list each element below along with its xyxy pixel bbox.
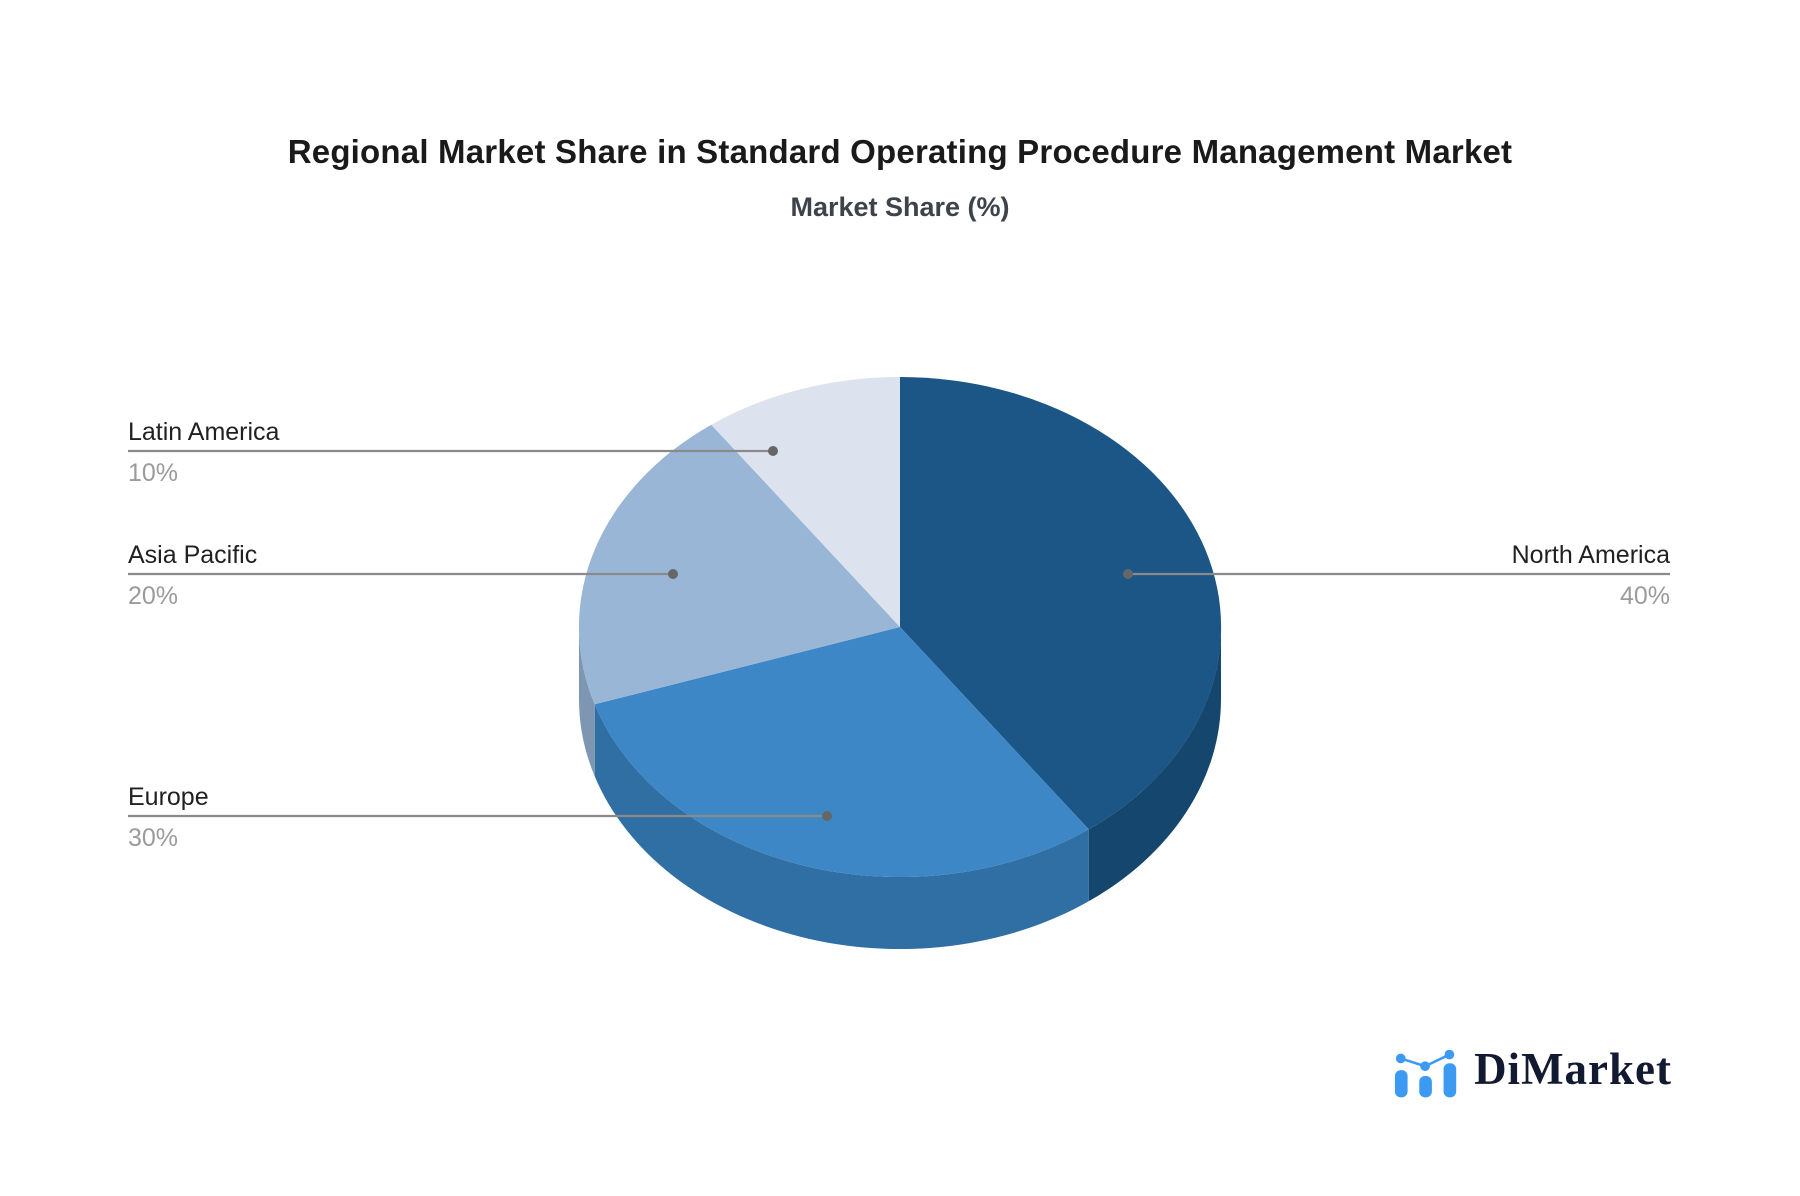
- chart-subtitle: Market Share (%): [790, 192, 1010, 222]
- slice-value: 10%: [128, 459, 179, 487]
- pie-side-europe: [594, 704, 1089, 950]
- slice-label: Europe: [128, 783, 209, 811]
- slice-value: 20%: [128, 582, 179, 610]
- pie-slice-north-america[interactable]: [900, 376, 1222, 830]
- pie-side-north-america: [1088, 627, 1221, 902]
- dimarket-logo: DiMarket: [1393, 1044, 1672, 1098]
- chart-title: Regional Market Share in Standard Operat…: [287, 133, 1513, 170]
- leader-dot-europe: [822, 811, 832, 821]
- slice-value: 30%: [128, 824, 179, 852]
- pie-slice-asia-pacific[interactable]: [578, 424, 900, 705]
- slice-label: Latin America: [128, 418, 280, 446]
- callout-asia-pacific: Asia Pacific 20%: [128, 541, 257, 610]
- pie-side-asia-pacific: [579, 627, 595, 777]
- callout-europe: Europe 30%: [128, 783, 209, 852]
- leader-dot-asia-pacific: [668, 569, 678, 579]
- logo-text: DiMarket: [1474, 1044, 1672, 1094]
- bar-line-chart-icon: [1395, 1050, 1457, 1098]
- slice-label: Asia Pacific: [128, 541, 258, 569]
- slice-value: 40%: [1619, 582, 1670, 610]
- slice-label: North America: [1511, 541, 1670, 569]
- pie-slice-latin-america[interactable]: [711, 377, 900, 627]
- pie-slice-europe[interactable]: [594, 627, 1089, 878]
- leader-dot-north-america: [1123, 569, 1133, 579]
- callout-latin-america: Latin America 10%: [128, 418, 279, 487]
- callout-north-america: North America 40%: [1512, 541, 1670, 610]
- leader-dot-latin-america: [768, 446, 778, 456]
